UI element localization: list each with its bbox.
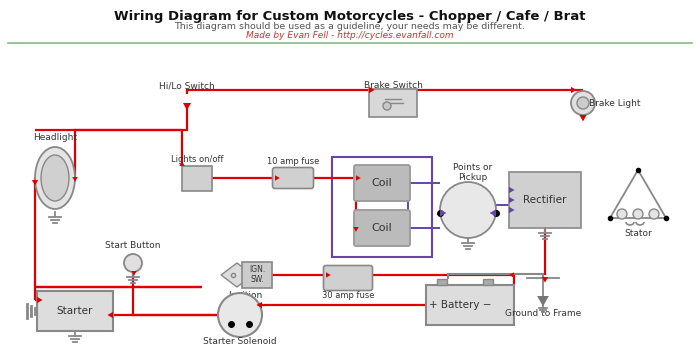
Polygon shape — [440, 210, 447, 217]
Circle shape — [383, 102, 391, 110]
Text: Start Button: Start Button — [105, 240, 161, 250]
Circle shape — [617, 209, 627, 219]
Bar — [332, 157, 432, 257]
Bar — [426, 285, 514, 325]
Text: Brake Light: Brake Light — [589, 98, 640, 108]
Text: SW.: SW. — [250, 274, 264, 284]
Text: Starter: Starter — [57, 306, 93, 316]
Polygon shape — [183, 103, 191, 110]
Circle shape — [577, 97, 589, 109]
Circle shape — [440, 182, 496, 238]
FancyBboxPatch shape — [354, 165, 410, 201]
Polygon shape — [32, 180, 38, 185]
Text: Pickup: Pickup — [458, 172, 488, 182]
Polygon shape — [72, 177, 78, 182]
Circle shape — [571, 91, 595, 115]
Polygon shape — [537, 296, 549, 307]
Polygon shape — [369, 87, 375, 93]
Text: Coil: Coil — [372, 178, 393, 188]
Text: Brake Switch: Brake Switch — [363, 80, 422, 90]
Text: 10 amp fuse: 10 amp fuse — [267, 158, 319, 166]
Polygon shape — [356, 175, 360, 181]
Polygon shape — [179, 161, 185, 166]
Circle shape — [633, 209, 643, 219]
Bar — [437, 279, 447, 285]
Text: Lights on/off: Lights on/off — [171, 155, 223, 165]
Ellipse shape — [35, 147, 75, 209]
Polygon shape — [509, 197, 514, 203]
Polygon shape — [256, 302, 262, 308]
Text: Points or: Points or — [454, 164, 493, 172]
Text: Ground to Frame: Ground to Frame — [505, 308, 581, 318]
Text: IGN.: IGN. — [249, 266, 265, 274]
Polygon shape — [580, 115, 587, 121]
Text: Wiring Diagram for Custom Motorcycles - Chopper / Cafe / Brat: Wiring Diagram for Custom Motorcycles - … — [114, 10, 586, 23]
Polygon shape — [509, 187, 514, 193]
Polygon shape — [132, 271, 136, 276]
Bar — [483, 279, 493, 285]
Bar — [242, 262, 272, 288]
FancyBboxPatch shape — [323, 266, 372, 291]
Polygon shape — [37, 297, 43, 303]
Bar — [369, 89, 417, 117]
Polygon shape — [221, 263, 253, 287]
Polygon shape — [509, 272, 514, 278]
Polygon shape — [275, 175, 280, 181]
Text: Stator: Stator — [624, 229, 652, 239]
Polygon shape — [489, 210, 496, 217]
Text: + Battery −: + Battery − — [428, 300, 491, 310]
FancyBboxPatch shape — [272, 167, 314, 188]
Text: Headlight: Headlight — [33, 133, 77, 143]
Text: Made by Evan Fell - http://cycles.evanfall.com: Made by Evan Fell - http://cycles.evanfa… — [246, 31, 454, 40]
Circle shape — [124, 254, 142, 272]
Text: Hi/Lo Switch: Hi/Lo Switch — [159, 81, 215, 91]
Ellipse shape — [41, 155, 69, 201]
Text: 30 amp fuse: 30 amp fuse — [322, 291, 374, 299]
Polygon shape — [326, 272, 331, 278]
Bar — [37, 291, 113, 331]
Polygon shape — [571, 87, 577, 93]
Circle shape — [218, 293, 262, 337]
FancyBboxPatch shape — [354, 210, 410, 246]
Text: Coil: Coil — [372, 223, 393, 233]
Circle shape — [649, 209, 659, 219]
Polygon shape — [542, 277, 548, 282]
Text: Ignition: Ignition — [228, 291, 262, 299]
Text: This diagram should be used as a guideline, your needs may be different.: This diagram should be used as a guideli… — [174, 22, 526, 31]
Polygon shape — [107, 312, 113, 318]
Polygon shape — [509, 207, 514, 213]
Bar — [509, 172, 581, 228]
Bar — [182, 166, 212, 191]
Text: Starter Solenoid: Starter Solenoid — [203, 337, 276, 346]
Text: Rectifier: Rectifier — [524, 195, 567, 205]
Polygon shape — [354, 227, 358, 232]
